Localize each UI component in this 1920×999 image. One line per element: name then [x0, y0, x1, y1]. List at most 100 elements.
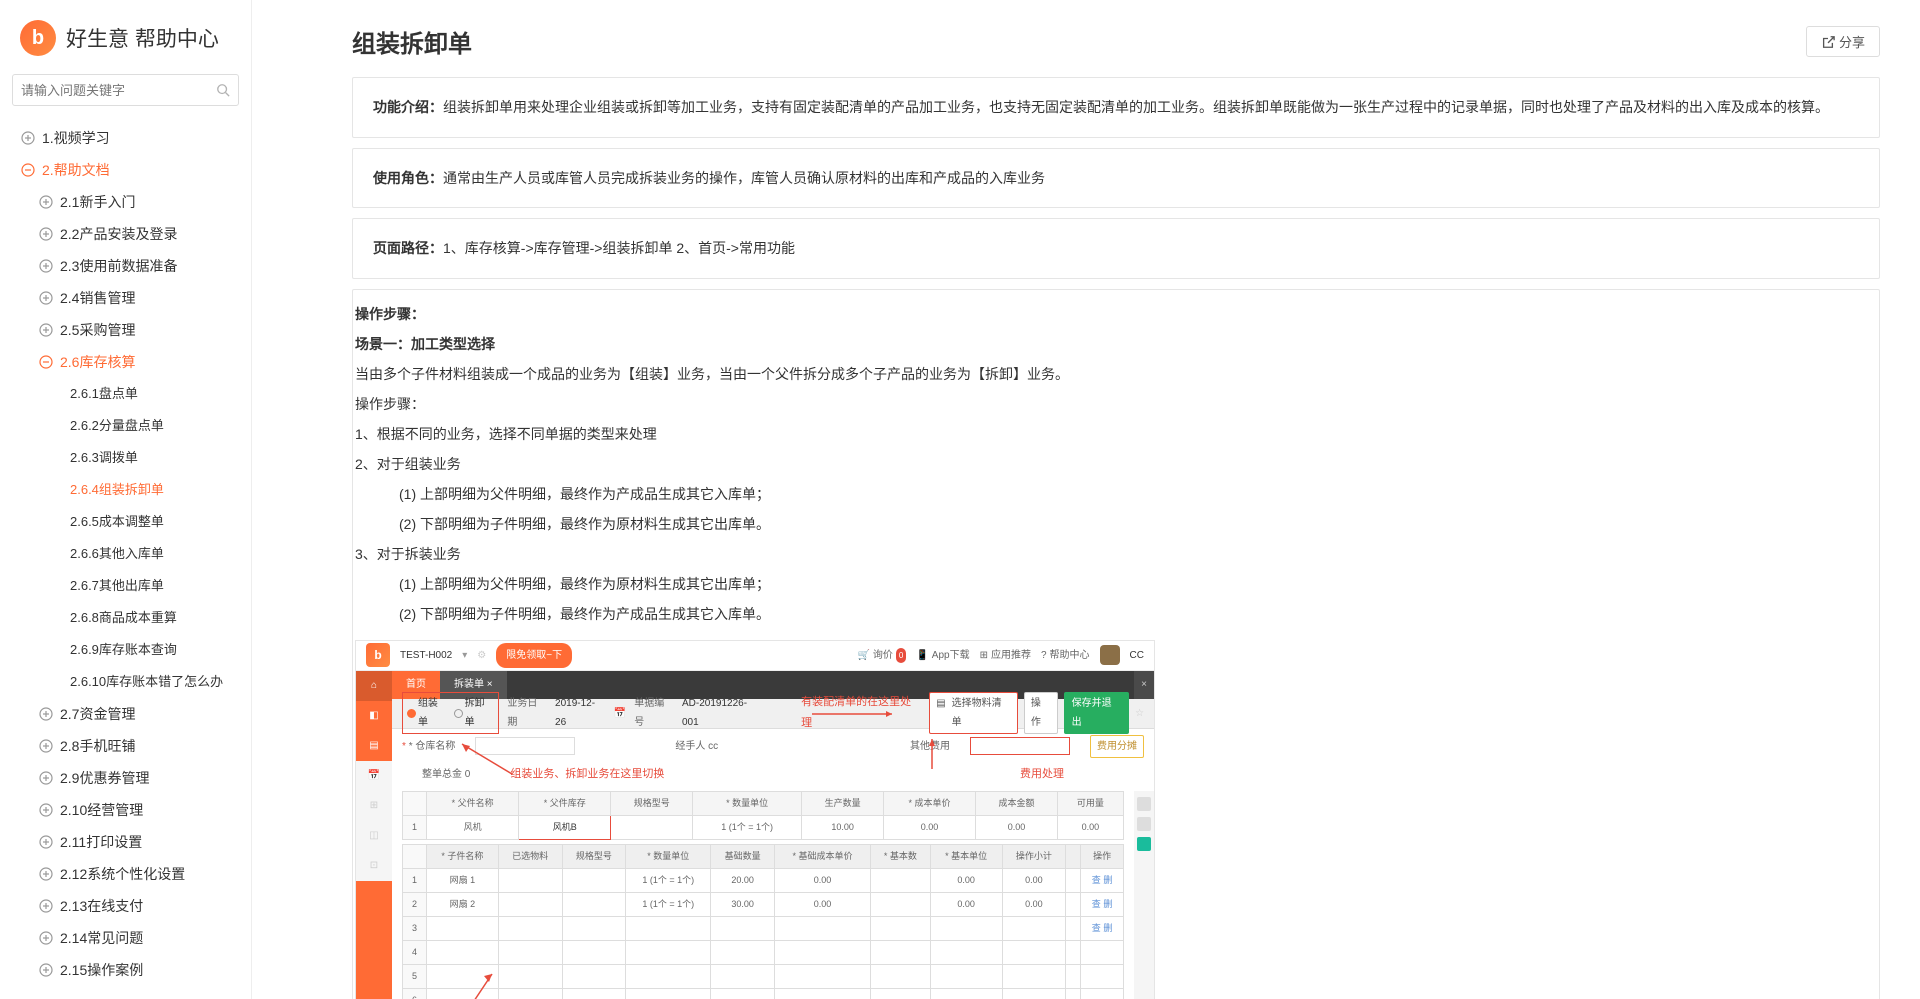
search-input[interactable]	[21, 83, 216, 98]
total-value: 0	[465, 769, 471, 780]
nav-icon[interactable]: ◫	[356, 821, 392, 851]
nav-icon[interactable]: ▤	[356, 731, 392, 761]
table-cell: 4	[403, 941, 427, 965]
nav-item[interactable]: 2.3使用前数据准备	[12, 250, 239, 282]
nav-item[interactable]: 2.6.4组装拆卸单	[12, 474, 239, 506]
nav-item[interactable]: 2.6.9库存账本查询	[12, 634, 239, 666]
plus-icon	[38, 738, 54, 754]
nav-item[interactable]: 2.2产品安装及登录	[12, 218, 239, 250]
search-box[interactable]	[12, 74, 239, 106]
nav-item[interactable]: 2.帮助文档	[12, 154, 239, 186]
nav-item-label: 2.6.2分量盘点单	[70, 416, 164, 436]
nav-item[interactable]: 2.14常见问题	[12, 922, 239, 954]
nav-item[interactable]: 1.视频学习	[12, 122, 239, 154]
table-cell: 1 (1个 = 1个)	[693, 815, 802, 839]
nav-item-label: 2.6.6其他入库单	[70, 544, 164, 564]
nav-icon[interactable]: ⊞	[356, 791, 392, 821]
nav-item[interactable]: 2.13在线支付	[12, 890, 239, 922]
table-cell: 3	[403, 917, 427, 941]
nav-item[interactable]: 2.1新手入门	[12, 186, 239, 218]
nav-item[interactable]: 2.6.10库存账本错了怎么办	[12, 666, 239, 698]
step-2b: (2) 下部明细为子件明细，最终作为原材料生成其它出库单。	[355, 510, 1877, 538]
nav-item[interactable]: 2.12系统个性化设置	[12, 858, 239, 890]
nav-item[interactable]: 2.6.1盘点单	[12, 378, 239, 410]
ss-promo-button[interactable]: 限免领取−下	[496, 643, 572, 668]
nav-item[interactable]: 2.6.2分量盘点单	[12, 410, 239, 442]
tool-icon[interactable]	[1137, 797, 1151, 811]
plus-icon	[38, 834, 54, 850]
handler-label: 经手人	[675, 741, 705, 752]
nav-item-label: 2.13在线支付	[60, 896, 143, 916]
search-icon	[216, 83, 230, 97]
ss-row3: 整单总金 0 组装业务、拆卸业务在这里切换 费用处理	[392, 764, 1154, 791]
table-cell	[930, 917, 1002, 941]
expense-split-button[interactable]: 费用分摊	[1090, 735, 1144, 758]
nav-item[interactable]: 2.9优惠券管理	[12, 762, 239, 794]
chevron-down-icon: ▾	[462, 646, 467, 665]
table-cell	[930, 941, 1002, 965]
table-header: * 基本数	[871, 844, 931, 868]
ss-rec-link[interactable]: ⊞ 应用推荐	[980, 646, 1031, 665]
nav-icon[interactable]: ⊡	[356, 851, 392, 881]
nav-item[interactable]: 2.7资金管理	[12, 698, 239, 730]
ss-app-link[interactable]: 📱 App下载	[916, 646, 969, 665]
ss-help-link[interactable]: ? 帮助中心	[1041, 646, 1090, 665]
date-value: 2019-12-26	[555, 694, 606, 732]
tool-icon[interactable]	[1137, 817, 1151, 831]
nav-item[interactable]: 2.10经营管理	[12, 794, 239, 826]
side-tools	[1134, 791, 1154, 999]
radio-disassembly[interactable]: 拆卸单	[454, 694, 495, 732]
table-cell	[1081, 941, 1124, 965]
table-header: * 基础成本单价	[774, 844, 870, 868]
tool-icon[interactable]	[1137, 837, 1151, 851]
date-label: 业务日期	[507, 694, 547, 732]
nav-item[interactable]: 2.6.5成本调整单	[12, 506, 239, 538]
table-cell: 风机B	[519, 815, 611, 839]
nav-item[interactable]: 2.11打印设置	[12, 826, 239, 858]
home-icon[interactable]: ⌂	[356, 671, 392, 701]
calendar-icon[interactable]: 📅	[614, 704, 626, 723]
nav-icon[interactable]: ◧	[356, 701, 392, 731]
expense-input[interactable]	[970, 737, 1070, 755]
table-cell[interactable]: 查 删	[1081, 868, 1124, 892]
nav-item[interactable]: 2.15操作案例	[12, 954, 239, 986]
nav-item-label: 2.6.1盘点单	[70, 384, 138, 404]
nav-item[interactable]: 2.6.6其他入库单	[12, 538, 239, 570]
ops-label: 操作步骤：	[355, 300, 1877, 328]
ss-row2: * * 仓库名称 经手人 cc 其他费用 费用分摊	[392, 729, 1154, 764]
table-header: 基础数量	[711, 844, 775, 868]
star-icon[interactable]: ☆	[1135, 704, 1144, 723]
calendar-icon[interactable]: 📅	[356, 761, 392, 791]
nav-item[interactable]: 2.8手机旺铺	[12, 730, 239, 762]
table-cell: 5	[403, 965, 427, 989]
table-header: 可用量	[1057, 791, 1123, 815]
logo-row: b 好生意 帮助中心	[12, 20, 239, 56]
nav-item[interactable]: 2.5采购管理	[12, 314, 239, 346]
table-cell[interactable]: 查 删	[1081, 893, 1124, 917]
table-cell: 网扇 1	[427, 868, 499, 892]
plus-icon	[38, 770, 54, 786]
table-cell	[498, 917, 562, 941]
roles-card: 使用角色：通常由生产人员或库管人员完成拆装业务的操作，库管人员确认原材料的出库和…	[352, 148, 1880, 209]
table-cell	[562, 941, 626, 965]
ss-cart-link[interactable]: 🛒 询价0	[857, 646, 906, 665]
table-cell	[498, 965, 562, 989]
radio-assembly[interactable]: 组装单	[407, 694, 448, 732]
nav-item[interactable]: 2.4销售管理	[12, 282, 239, 314]
table-cell: 0.00	[930, 868, 1002, 892]
share-button[interactable]: 分享	[1806, 26, 1880, 57]
table-cell[interactable]: 查 删	[1081, 917, 1124, 941]
nav-item-label: 2.6.3调拨单	[70, 448, 138, 468]
table-cell	[871, 941, 931, 965]
handler-value: cc	[708, 741, 718, 752]
ss-username: CC	[1130, 646, 1144, 665]
ss-avatar[interactable]	[1100, 645, 1120, 665]
nav-item[interactable]: 2.6.3调拨单	[12, 442, 239, 474]
table-cell	[562, 965, 626, 989]
nav-item-label: 1.视频学习	[42, 128, 110, 148]
nav-item[interactable]: 2.6.7其他出库单	[12, 570, 239, 602]
nav-item[interactable]: 2.6库存核算	[12, 346, 239, 378]
warehouse-input[interactable]	[475, 737, 575, 755]
table-cell	[871, 868, 931, 892]
nav-item[interactable]: 2.6.8商品成本重算	[12, 602, 239, 634]
